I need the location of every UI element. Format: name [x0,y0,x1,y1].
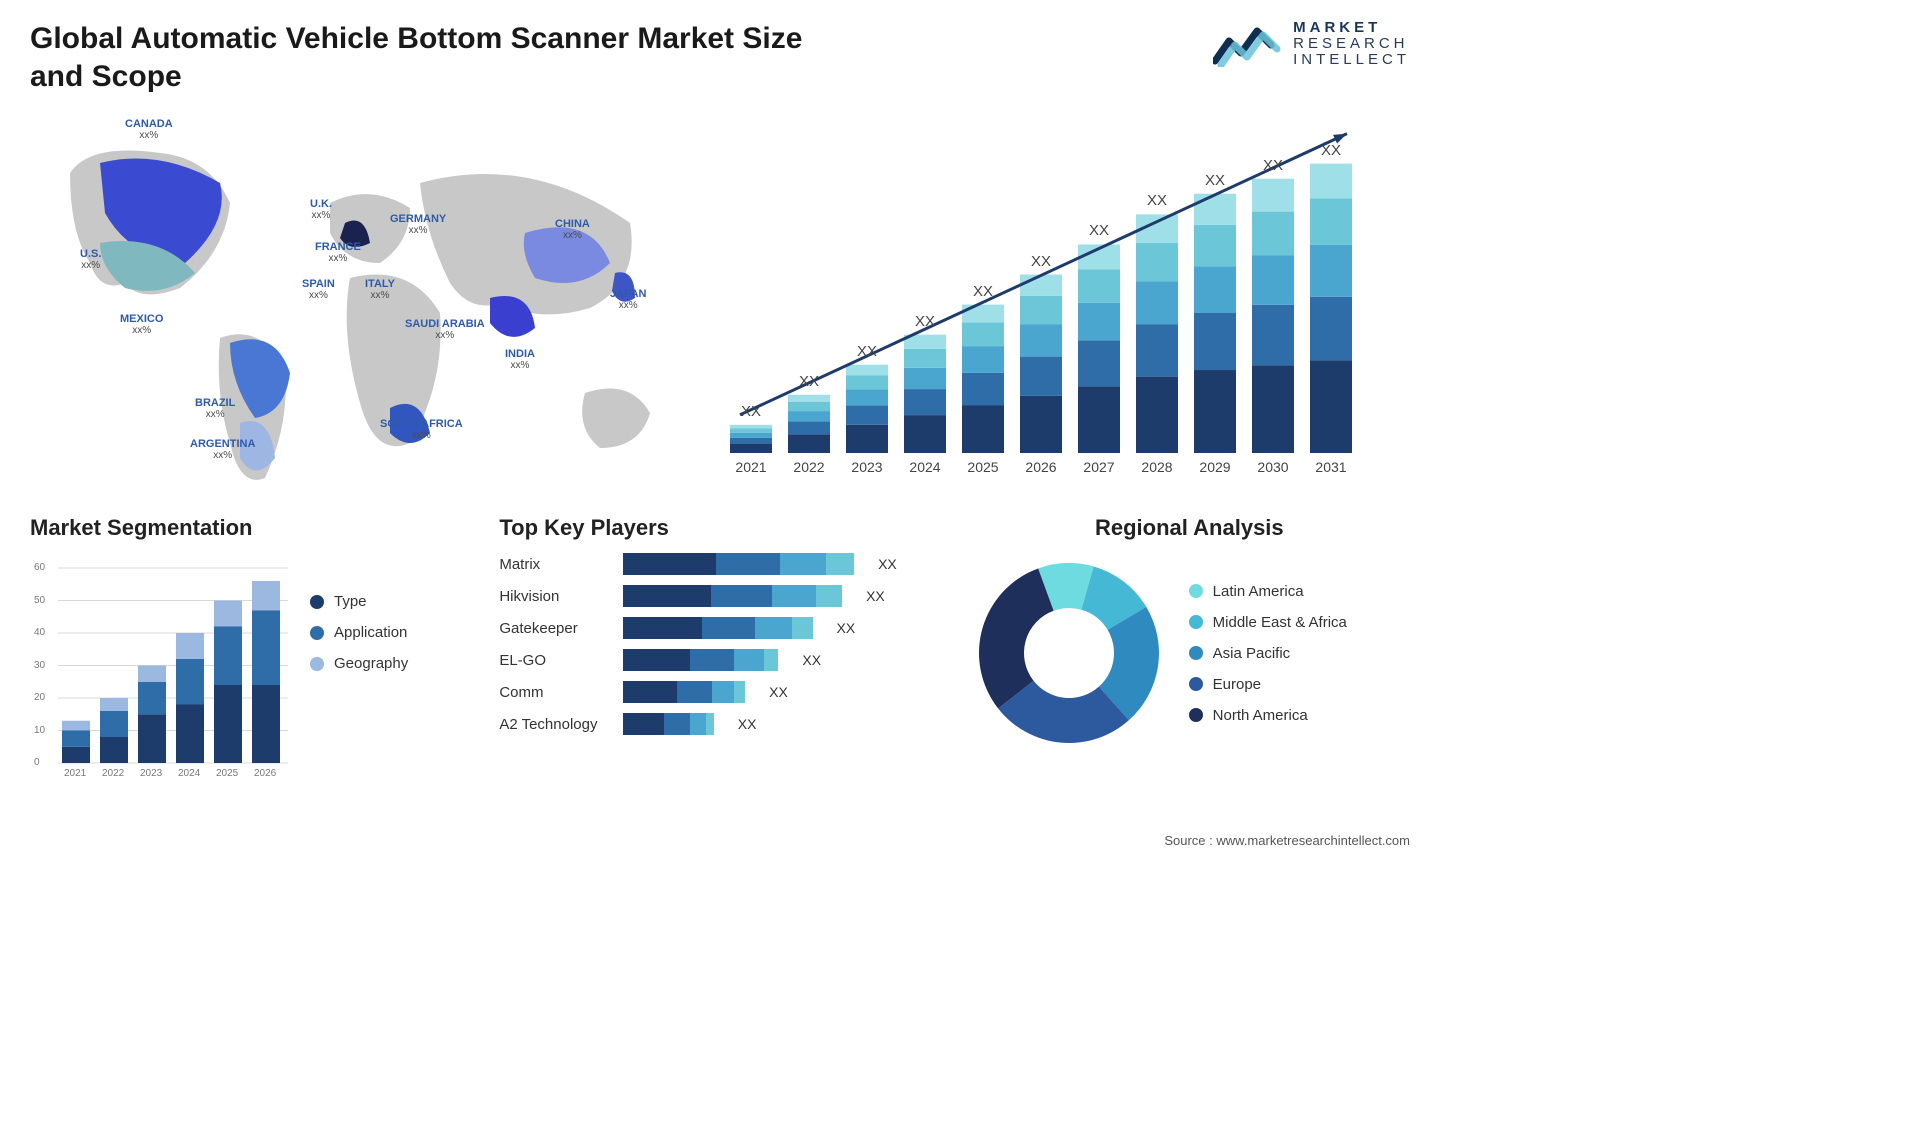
map-label: CANADAxx% [125,118,173,141]
player-name: EL-GO [499,652,609,669]
main-chart-value: XX [1031,253,1051,270]
map-label: MEXICOxx% [120,313,163,336]
players-title: Top Key Players [499,515,940,541]
player-row: Gatekeeper XX [499,617,940,639]
map-label: U.K.xx% [310,198,332,221]
player-value: XX [878,556,897,572]
segmentation-legend-item: Geography [310,655,408,672]
main-chart-year: 2027 [1083,459,1114,475]
map-label: SAUDI ARABIAxx% [405,318,485,341]
logo-mark-icon [1213,21,1283,67]
map-label: ARGENTINAxx% [190,438,255,461]
segmentation-title: Market Segmentation [30,515,471,541]
player-name: Hikvision [499,588,609,605]
main-chart-value: XX [1321,142,1341,159]
map-label: FRANCExx% [315,241,361,264]
players-section: Top Key Players MatrixXXHikvisionXXGatek… [499,515,940,783]
player-bar [623,585,842,607]
player-bar [623,553,854,575]
player-bar [623,681,745,703]
main-chart-value: XX [1263,157,1283,174]
player-name: Comm [499,684,609,701]
world-map: CANADAxx% U.S.xx% MEXICOxx% BRAZILxx% ARGENT… [30,113,670,493]
player-value: XX [738,716,757,732]
main-chart-year: 2028 [1141,459,1172,475]
main-chart-year: 2022 [793,459,824,475]
player-value: XX [837,620,856,636]
main-chart-value: XX [857,343,877,360]
main-chart-value: XX [915,313,935,330]
brand-logo: MARKET RESEARCH INTELLECT [1213,20,1410,67]
segmentation-legend-item: Type [310,593,408,610]
regional-title: Regional Analysis [969,515,1410,541]
map-label: INDIAxx% [505,348,535,371]
regional-legend-item: Latin America [1189,583,1347,600]
map-label: GERMANYxx% [390,213,446,236]
market-size-chart: 2021 2022 2023 2024 2025 2026 2027 2028 2029 2030… [710,113,1410,493]
logo-text-3: INTELLECT [1293,52,1410,68]
player-bar [623,649,778,671]
logo-text-1: MARKET [1293,20,1410,36]
seg-xtick: 2025 [216,768,238,779]
main-chart-year: 2023 [851,459,882,475]
segmentation-legend: Type Application Geography [310,593,408,672]
regional-legend: Latin America Middle East & Africa Asia Pa… [1189,583,1347,724]
map-label: JAPANxx% [610,288,646,311]
regional-donut [969,553,1169,753]
player-row: Matrix XX [499,553,940,575]
player-value: XX [802,652,821,668]
map-label: U.S.xx% [80,248,101,271]
player-name: A2 Technology [499,716,609,733]
source-attribution: Source : www.marketresearchintellect.com [1164,833,1410,848]
player-row: Comm XX [499,681,940,703]
player-name: Gatekeeper [499,620,609,637]
segmentation-chart: 0102030405060 202120222023202420252026 [30,553,290,783]
main-chart-year: 2030 [1257,459,1288,475]
players-chart: MatrixXXHikvisionXXGatekeeperXXEL-GOXXCo… [499,553,940,735]
main-chart-value: XX [1147,192,1167,209]
main-chart-year: 2025 [967,459,998,475]
main-chart-year: 2029 [1199,459,1230,475]
seg-xtick: 2026 [254,768,276,779]
page-title: Global Automatic Vehicle Bottom Scanner … [30,20,850,95]
player-name: Matrix [499,556,609,573]
main-chart-value: XX [1089,222,1109,239]
map-label: SPAINxx% [302,278,335,301]
seg-xtick: 2024 [178,768,200,779]
seg-xtick: 2022 [102,768,124,779]
regional-legend-item: Europe [1189,676,1347,693]
segmentation-legend-item: Application [310,624,408,641]
regional-legend-item: North America [1189,707,1347,724]
main-chart-value: XX [741,403,761,420]
main-chart-year: 2024 [909,459,940,475]
regional-legend-item: Asia Pacific [1189,645,1347,662]
regional-legend-item: Middle East & Africa [1189,614,1347,631]
seg-xtick: 2023 [140,768,162,779]
main-chart-year: 2021 [735,459,766,475]
player-row: A2 Technology XX [499,713,940,735]
main-chart-year: 2026 [1025,459,1056,475]
main-chart-value: XX [973,283,993,300]
main-chart-value: XX [799,373,819,390]
map-label: ITALYxx% [365,278,395,301]
regional-section: Regional Analysis Latin America Middle Ea… [969,515,1410,783]
map-label: SOUTH AFRICAxx% [380,418,463,441]
player-value: XX [769,684,788,700]
logo-text-2: RESEARCH [1293,36,1410,52]
map-label: BRAZILxx% [195,397,235,420]
main-chart-year: 2031 [1315,459,1346,475]
player-bar [623,617,812,639]
player-bar [623,713,713,735]
main-chart-value: XX [1205,172,1225,189]
map-label: CHINAxx% [555,218,590,241]
player-value: XX [866,588,885,604]
seg-xtick: 2021 [64,768,86,779]
player-row: EL-GO XX [499,649,940,671]
segmentation-section: Market Segmentation 0102030405060 202120… [30,515,471,783]
player-row: Hikvision XX [499,585,940,607]
